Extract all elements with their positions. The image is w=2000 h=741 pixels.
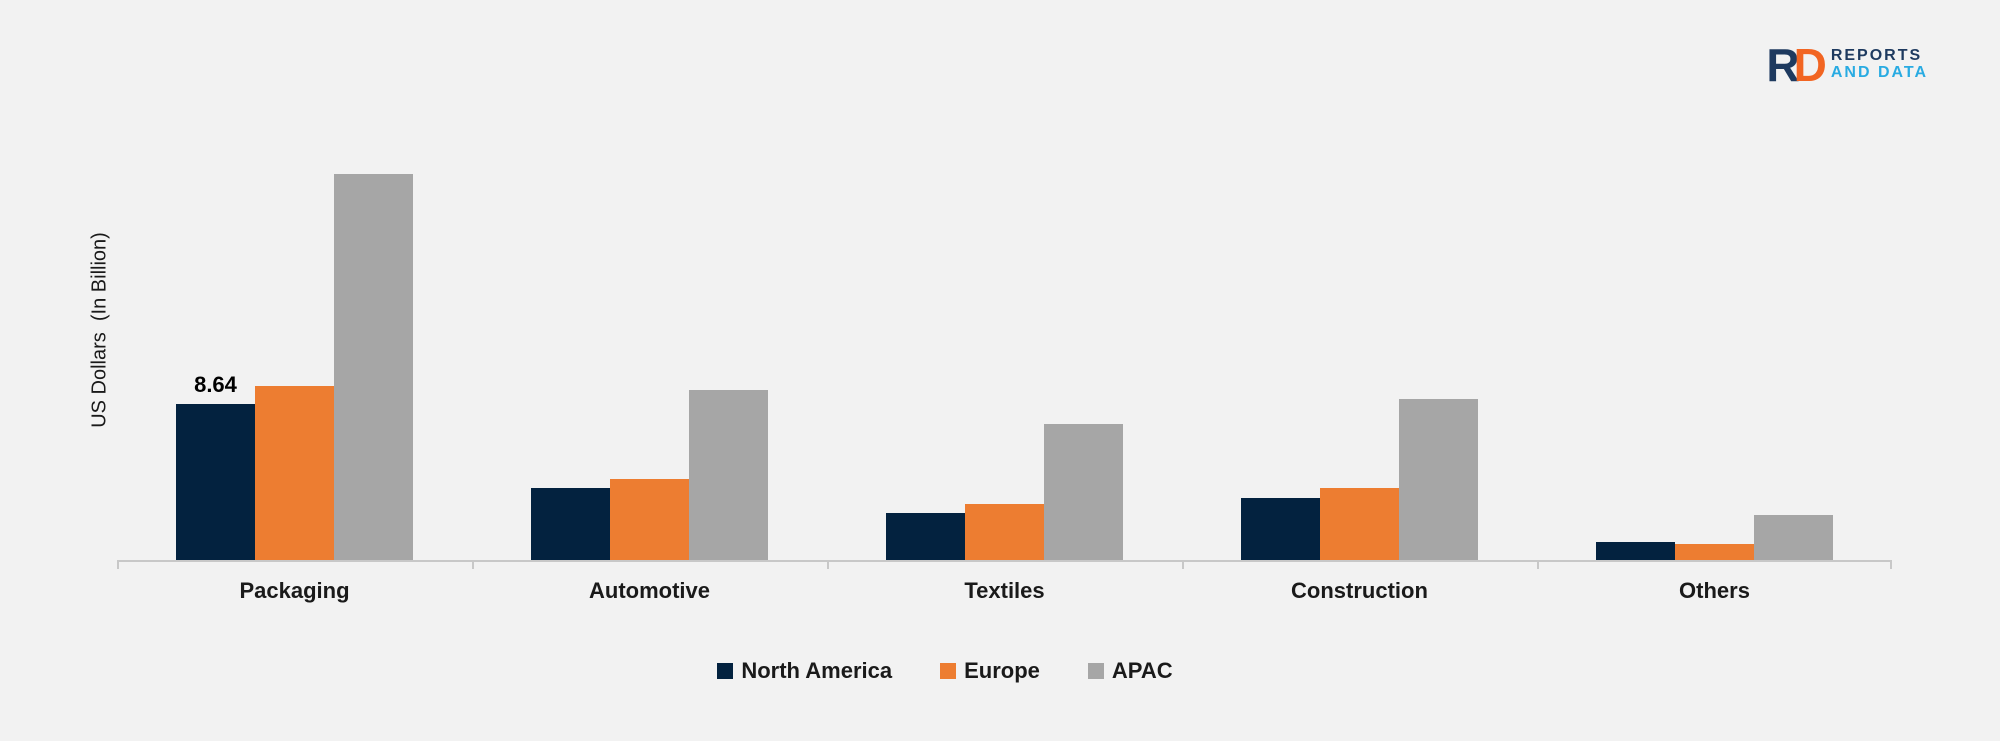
bar-north-america-automotive bbox=[531, 488, 610, 560]
category-label-automotive: Automotive bbox=[589, 578, 710, 603]
legend-swatch bbox=[717, 663, 734, 679]
bar-north-america-textiles bbox=[886, 513, 965, 560]
logo-text-reports: REPORTS bbox=[1830, 47, 1923, 65]
bar-group-packaging: 8.64 bbox=[117, 0, 472, 560]
legend-swatch bbox=[940, 663, 957, 679]
category-label-textiles: Textiles bbox=[964, 578, 1045, 603]
bar-europe-construction bbox=[1320, 488, 1399, 560]
data-label: 8.64 bbox=[194, 372, 237, 397]
x-axis-tick bbox=[1182, 560, 1184, 569]
bar-europe-others bbox=[1675, 544, 1754, 560]
legend-item-apac: APAC bbox=[1087, 658, 1173, 684]
bar-apac-automotive bbox=[689, 390, 768, 560]
category-label-construction: Construction bbox=[1291, 578, 1428, 603]
legend-label: Europe bbox=[964, 658, 1040, 683]
logo-text-and-data: AND DATA bbox=[1830, 64, 1928, 81]
category-label-others: Others bbox=[1679, 578, 1750, 603]
legend-item-north-america: North America bbox=[717, 658, 892, 684]
bar-apac-others bbox=[1754, 515, 1833, 560]
legend-swatch bbox=[1087, 663, 1104, 679]
bar-europe-textiles bbox=[965, 504, 1044, 560]
x-axis-tick bbox=[1890, 560, 1892, 569]
y-axis-title: US Dollars (In Billion) bbox=[88, 232, 111, 428]
x-axis-tick bbox=[827, 560, 829, 569]
legend-label: North America bbox=[741, 658, 893, 683]
x-axis-tick bbox=[1537, 560, 1539, 569]
bar-group-construction bbox=[1182, 0, 1537, 560]
x-axis-tick bbox=[117, 560, 119, 569]
legend-label: APAC bbox=[1111, 658, 1173, 683]
bar-north-america-construction bbox=[1241, 498, 1320, 560]
bar-europe-automotive bbox=[610, 479, 689, 560]
bar-europe-packaging bbox=[255, 386, 334, 560]
bar-group-automotive bbox=[472, 0, 827, 560]
legend-item-europe: Europe bbox=[940, 658, 1040, 684]
x-axis-tick bbox=[472, 560, 474, 569]
plot-area: 8.64 Packaging Automotive Textiles Construct… bbox=[117, 0, 1892, 603]
logo-wordmark: REPORTS AND DATA bbox=[1830, 47, 1928, 82]
bar-apac-construction bbox=[1399, 399, 1478, 560]
bar-north-america-others bbox=[1596, 542, 1675, 560]
bar-apac-textiles bbox=[1044, 424, 1123, 560]
reports-and-data-logo: RD REPORTS AND DATA bbox=[1766, 42, 1928, 88]
category-label-packaging: Packaging bbox=[239, 578, 350, 603]
bar-group-textiles bbox=[827, 0, 1182, 560]
bar-north-america-packaging: 8.64 bbox=[176, 372, 255, 560]
legend: North America Europe APAC bbox=[0, 658, 1890, 684]
bar-group-others bbox=[1537, 0, 1892, 560]
bar-apac-packaging bbox=[334, 174, 413, 560]
